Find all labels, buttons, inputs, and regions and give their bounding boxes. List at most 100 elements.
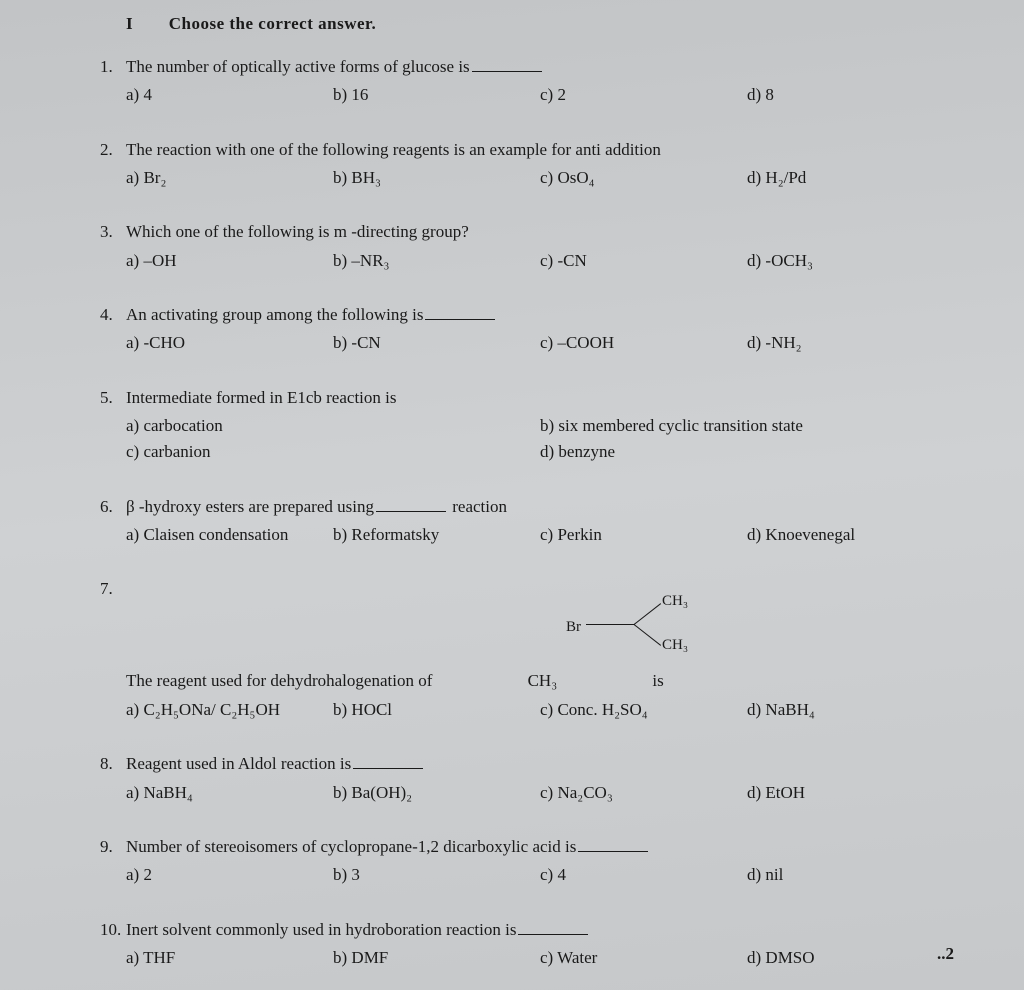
- option[interactable]: c) –COOH: [540, 330, 747, 356]
- question-number: 9.: [100, 834, 113, 860]
- question-stem: Number of stereoisomers of cyclopropane-…: [126, 834, 954, 860]
- option[interactable]: d) -NH₂: [747, 330, 954, 356]
- option-list: a) THFb) DMFc) Waterd) DMSO: [126, 945, 954, 971]
- blank-line: [425, 305, 495, 320]
- option[interactable]: d) DMSO: [747, 945, 954, 971]
- option[interactable]: d) H₂/Pd: [747, 165, 954, 191]
- option[interactable]: d) -OCH₃: [747, 248, 954, 274]
- option[interactable]: b) BH₃: [333, 165, 540, 191]
- blank-line: [578, 837, 648, 852]
- option[interactable]: b) six membered cyclic transition state: [540, 413, 954, 439]
- option[interactable]: b) Reformatsky: [333, 522, 540, 548]
- option-list: a) carbocationb) six membered cyclic tra…: [126, 413, 954, 466]
- question-number: 7.: [100, 576, 113, 602]
- option-list: a) -CHOb) -CNc) –COOHd) -NH₂: [126, 330, 954, 356]
- chem-label: CH₃: [662, 634, 688, 657]
- question-stem: β -hydroxy esters are prepared using rea…: [126, 494, 954, 520]
- question-number: 4.: [100, 302, 113, 328]
- option[interactable]: b) Ba(OH)₂: [333, 780, 540, 806]
- option[interactable]: a) C₂H₅ONa/ C₂H₅OH: [126, 697, 333, 723]
- option[interactable]: d) NaBH₄: [747, 697, 954, 723]
- option[interactable]: a) -CHO: [126, 330, 333, 356]
- option[interactable]: d) Knoevenegal: [747, 522, 954, 548]
- option[interactable]: d) EtOH: [747, 780, 954, 806]
- question: 3. Which one of the following is m -direc…: [100, 219, 954, 274]
- stem-inline-label: CH₃: [432, 668, 652, 694]
- option[interactable]: c) Water: [540, 945, 747, 971]
- chem-bond: [586, 624, 634, 625]
- question: 1.The number of optically active forms o…: [100, 54, 954, 109]
- chem-structure: BrCH₃CH₃: [126, 576, 954, 666]
- question: 6. β -hydroxy esters are prepared using r…: [100, 494, 954, 549]
- option[interactable]: b) -CN: [333, 330, 540, 356]
- option[interactable]: c) carbanion: [126, 439, 540, 465]
- stem-text: The number of optically active forms of …: [126, 57, 470, 76]
- stem-text: Which one of the following is m -directi…: [126, 222, 469, 241]
- option[interactable]: b) 3: [333, 862, 540, 888]
- option[interactable]: a) 4: [126, 82, 333, 108]
- option[interactable]: d) nil: [747, 862, 954, 888]
- option[interactable]: d) 8: [747, 82, 954, 108]
- stem-text: The reaction with one of the following r…: [126, 140, 661, 159]
- option[interactable]: a) Br₂: [126, 165, 333, 191]
- question: 4. An activating group among the followin…: [100, 302, 954, 357]
- option[interactable]: a) 2: [126, 862, 333, 888]
- option-list: a) Br₂b) BH₃c) OsO₄d) H₂/Pd: [126, 165, 954, 191]
- option[interactable]: c) Perkin: [540, 522, 747, 548]
- option[interactable]: a) carbocation: [126, 413, 540, 439]
- blank-line: [376, 496, 446, 511]
- chem-bond: [634, 625, 661, 647]
- question: 5. Intermediate formed in E1cb reaction i…: [100, 385, 954, 466]
- option[interactable]: c) OsO₄: [540, 165, 747, 191]
- question-number: 8.: [100, 751, 113, 777]
- question-stem: The reaction with one of the following r…: [126, 137, 954, 163]
- chem-label: CH₃: [662, 590, 688, 613]
- option[interactable]: b) –NR₃: [333, 248, 540, 274]
- section-roman: I: [126, 14, 164, 34]
- page: I Choose the correct answer. 1.The numbe…: [0, 0, 1024, 990]
- question: 7.BrCH₃CH₃The reagent used for dehydroha…: [100, 576, 954, 723]
- question-stem: Inert solvent commonly used in hydrobora…: [126, 917, 954, 943]
- question-stem: The reagent used for dehydrohalogenation…: [126, 668, 954, 694]
- option[interactable]: a) –OH: [126, 248, 333, 274]
- question: 10.Inert solvent commonly used in hydrob…: [100, 917, 954, 972]
- section-header: I Choose the correct answer.: [126, 14, 954, 34]
- stem-text: Inert solvent commonly used in hydrobora…: [126, 920, 516, 939]
- blank-line: [353, 754, 423, 769]
- section-title: Choose the correct answer.: [169, 14, 377, 33]
- stem-text: The reagent used for dehydrohalogenation…: [126, 671, 432, 690]
- option[interactable]: c) 4: [540, 862, 747, 888]
- question: 2. The reaction with one of the following…: [100, 137, 954, 192]
- question-number: 3.: [100, 219, 113, 245]
- stem-text: Number of stereoisomers of cyclopropane-…: [126, 837, 576, 856]
- option-list: a) 2b) 3c) 4d) nil: [126, 862, 954, 888]
- option[interactable]: b) 16: [333, 82, 540, 108]
- option-list: a) Claisen condensationb) Reformatskyc) …: [126, 522, 954, 548]
- stem-text: Reagent used in Aldol reaction is: [126, 754, 351, 773]
- option[interactable]: b) DMF: [333, 945, 540, 971]
- option[interactable]: a) NaBH₄: [126, 780, 333, 806]
- option[interactable]: c) Conc. H₂SO₄: [540, 697, 747, 723]
- blank-line: [518, 919, 588, 934]
- option[interactable]: c) 2: [540, 82, 747, 108]
- option-list: a) –OHb) –NR₃c) -CNd) -OCH₃: [126, 248, 954, 274]
- page-footer: ..2: [937, 944, 954, 964]
- stem-text: An activating group among the following …: [126, 305, 423, 324]
- question: 9. Number of stereoisomers of cyclopropan…: [100, 834, 954, 889]
- question-number: 2.: [100, 137, 113, 163]
- option[interactable]: a) THF: [126, 945, 333, 971]
- chem-bond: [634, 604, 661, 626]
- question-number: 5.: [100, 385, 113, 411]
- option[interactable]: d) benzyne: [540, 439, 954, 465]
- question-stem: Which one of the following is m -directi…: [126, 219, 954, 245]
- stem-text: Intermediate formed in E1cb reaction is: [126, 388, 396, 407]
- option[interactable]: c) Na₂CO₃: [540, 780, 747, 806]
- question-stem: An activating group among the following …: [126, 302, 954, 328]
- question-number: 6.: [100, 494, 113, 520]
- option[interactable]: c) -CN: [540, 248, 747, 274]
- option[interactable]: a) Claisen condensation: [126, 522, 333, 548]
- question-stem: The number of optically active forms of …: [126, 54, 954, 80]
- stem-text: is: [652, 671, 663, 690]
- blank-line: [472, 57, 542, 72]
- option[interactable]: b) HOCl: [333, 697, 540, 723]
